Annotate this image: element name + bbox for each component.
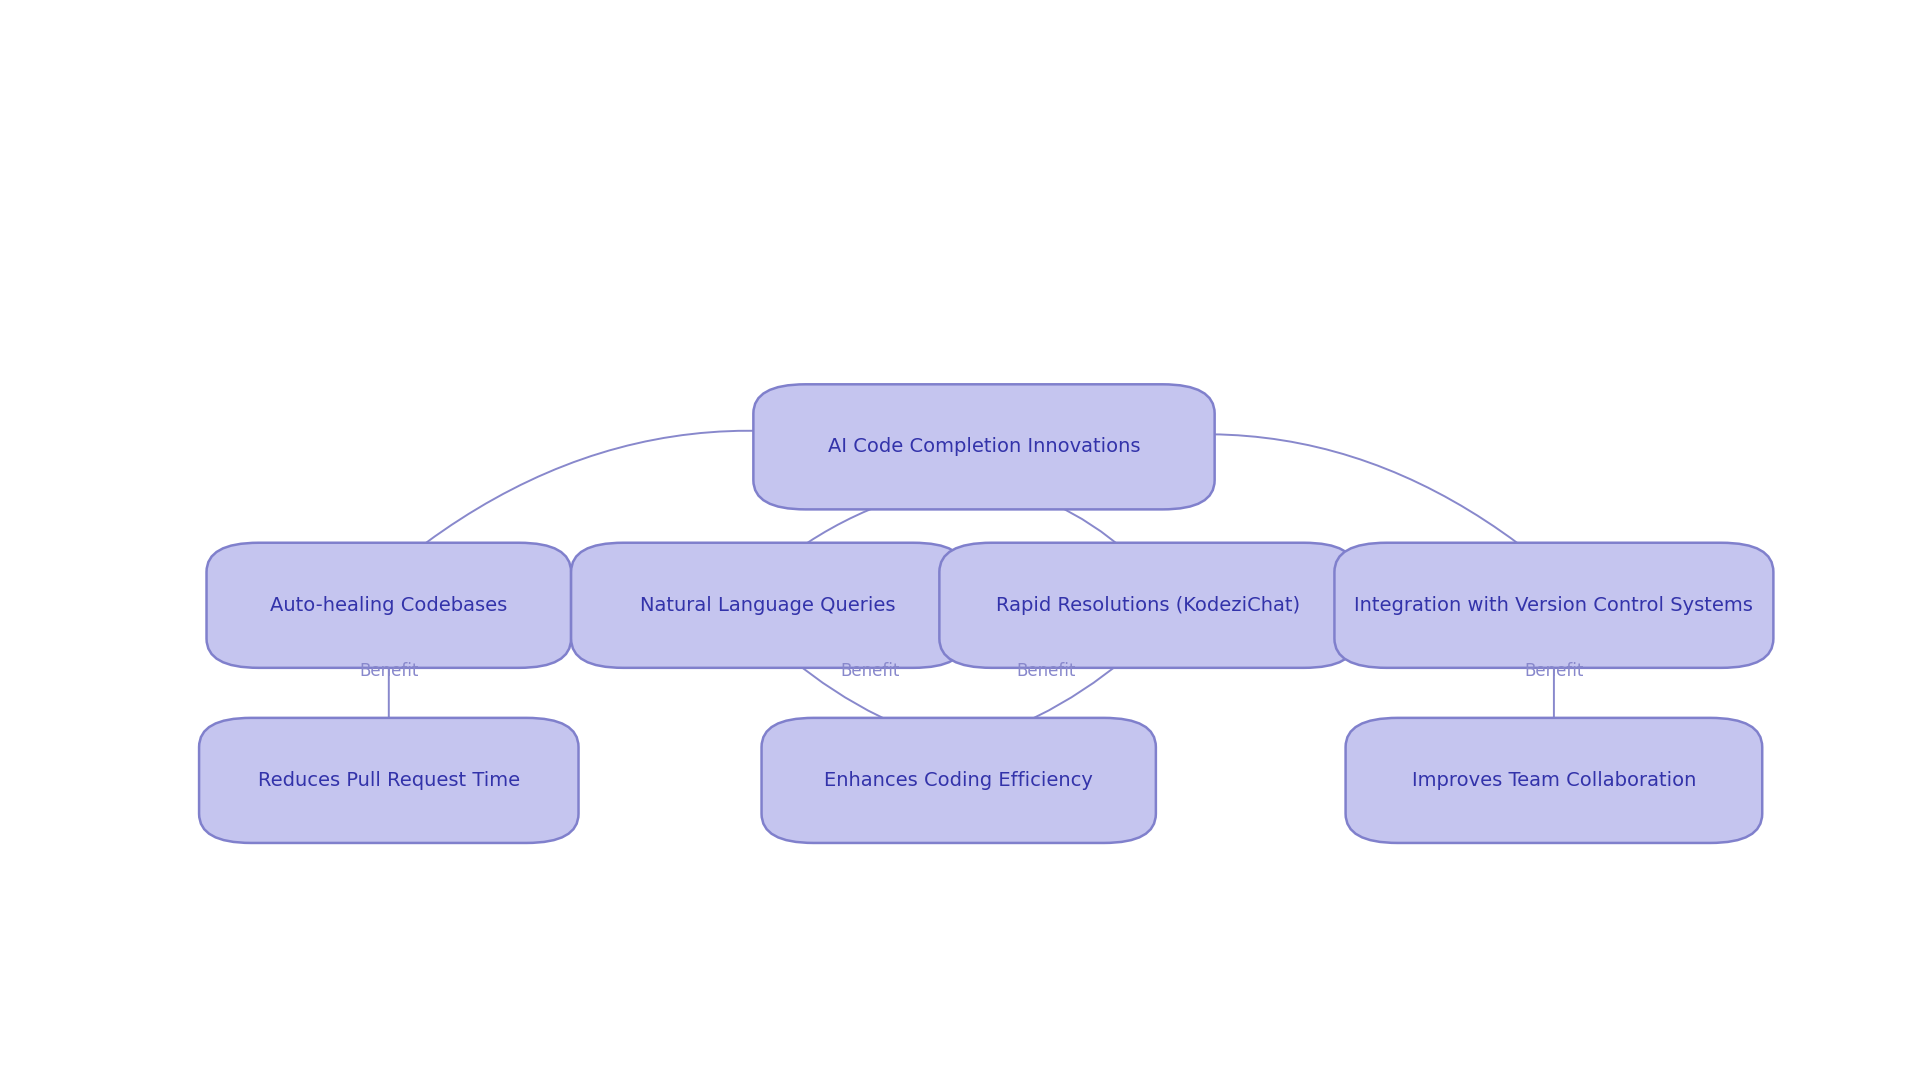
FancyBboxPatch shape	[762, 718, 1156, 843]
Text: Enhances Coding Efficiency: Enhances Coding Efficiency	[824, 771, 1092, 790]
Text: Benefit: Benefit	[1018, 662, 1075, 680]
FancyBboxPatch shape	[753, 384, 1215, 509]
Text: Benefit: Benefit	[841, 662, 900, 680]
Text: AI Code Completion Innovations: AI Code Completion Innovations	[828, 438, 1140, 456]
FancyBboxPatch shape	[570, 543, 966, 668]
FancyBboxPatch shape	[207, 543, 570, 668]
Text: Benefit: Benefit	[1524, 662, 1584, 680]
FancyBboxPatch shape	[200, 718, 578, 843]
Text: Rapid Resolutions (KodeziChat): Rapid Resolutions (KodeziChat)	[996, 596, 1300, 615]
FancyBboxPatch shape	[1334, 543, 1774, 668]
Text: Natural Language Queries: Natural Language Queries	[641, 596, 897, 615]
Text: Integration with Version Control Systems: Integration with Version Control Systems	[1354, 596, 1753, 615]
Text: Benefit: Benefit	[359, 662, 419, 680]
Text: Reduces Pull Request Time: Reduces Pull Request Time	[257, 771, 520, 790]
FancyBboxPatch shape	[939, 543, 1356, 668]
Text: Auto-healing Codebases: Auto-healing Codebases	[271, 596, 507, 615]
FancyBboxPatch shape	[1346, 718, 1763, 843]
Text: Improves Team Collaboration: Improves Team Collaboration	[1411, 771, 1695, 790]
